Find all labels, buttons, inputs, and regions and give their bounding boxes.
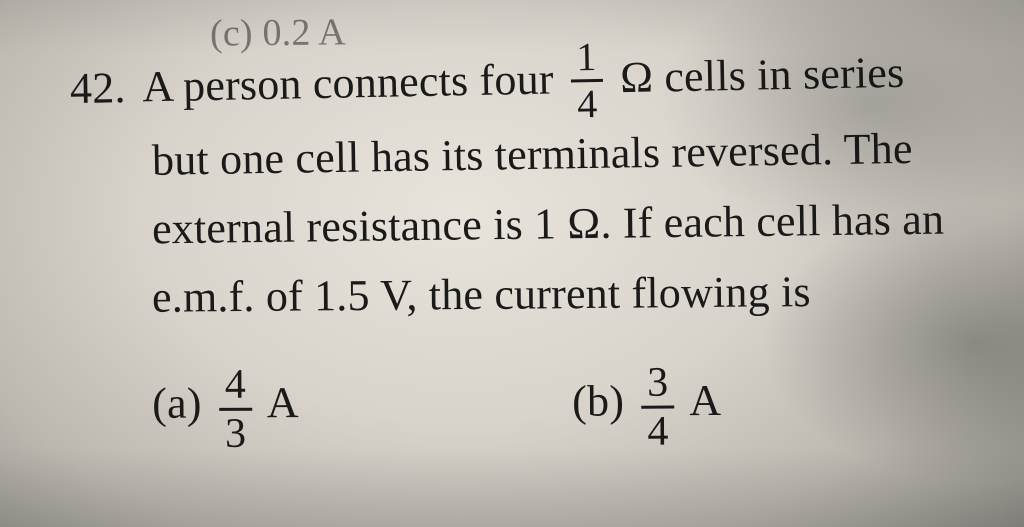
option-a-denominator: 3 [219, 408, 252, 455]
option-a-numerator: 4 [219, 364, 252, 408]
question-line-3: external resistance is 1 Ω. If each cell… [152, 185, 1024, 264]
option-b-fraction: 3 4 [641, 362, 675, 453]
textbook-page: (c) 0.2 A 42. A person connects four 1 4… [0, 0, 1024, 527]
option-a: (a) 4 3 A [152, 362, 299, 454]
fraction-denominator: 4 [571, 79, 604, 125]
option-b-numerator: 3 [641, 362, 674, 406]
fraction-numerator: 1 [570, 37, 603, 80]
question-line-4: e.m.f. of 1.5 V, the current flowing is [152, 256, 1024, 332]
option-b: (b) 3 4 A [572, 359, 722, 451]
option-b-denominator: 4 [641, 406, 674, 453]
option-b-label: (b) [572, 376, 635, 425]
option-a-unit: A [267, 378, 299, 427]
option-a-fraction: 4 3 [219, 364, 253, 455]
line1-text-after: Ω cells in series [620, 48, 905, 102]
options-row: (a) 4 3 A (b) 3 4 A [152, 358, 1024, 363]
question-line-2: but one cell has its terminals reversed.… [152, 113, 1024, 195]
option-a-label: (a) [152, 379, 213, 428]
fraction-one-quarter: 1 4 [570, 37, 604, 125]
option-b-unit: A [689, 376, 721, 425]
line1-text-before: A person connects four [142, 54, 565, 111]
question-number: 42. [69, 54, 126, 123]
